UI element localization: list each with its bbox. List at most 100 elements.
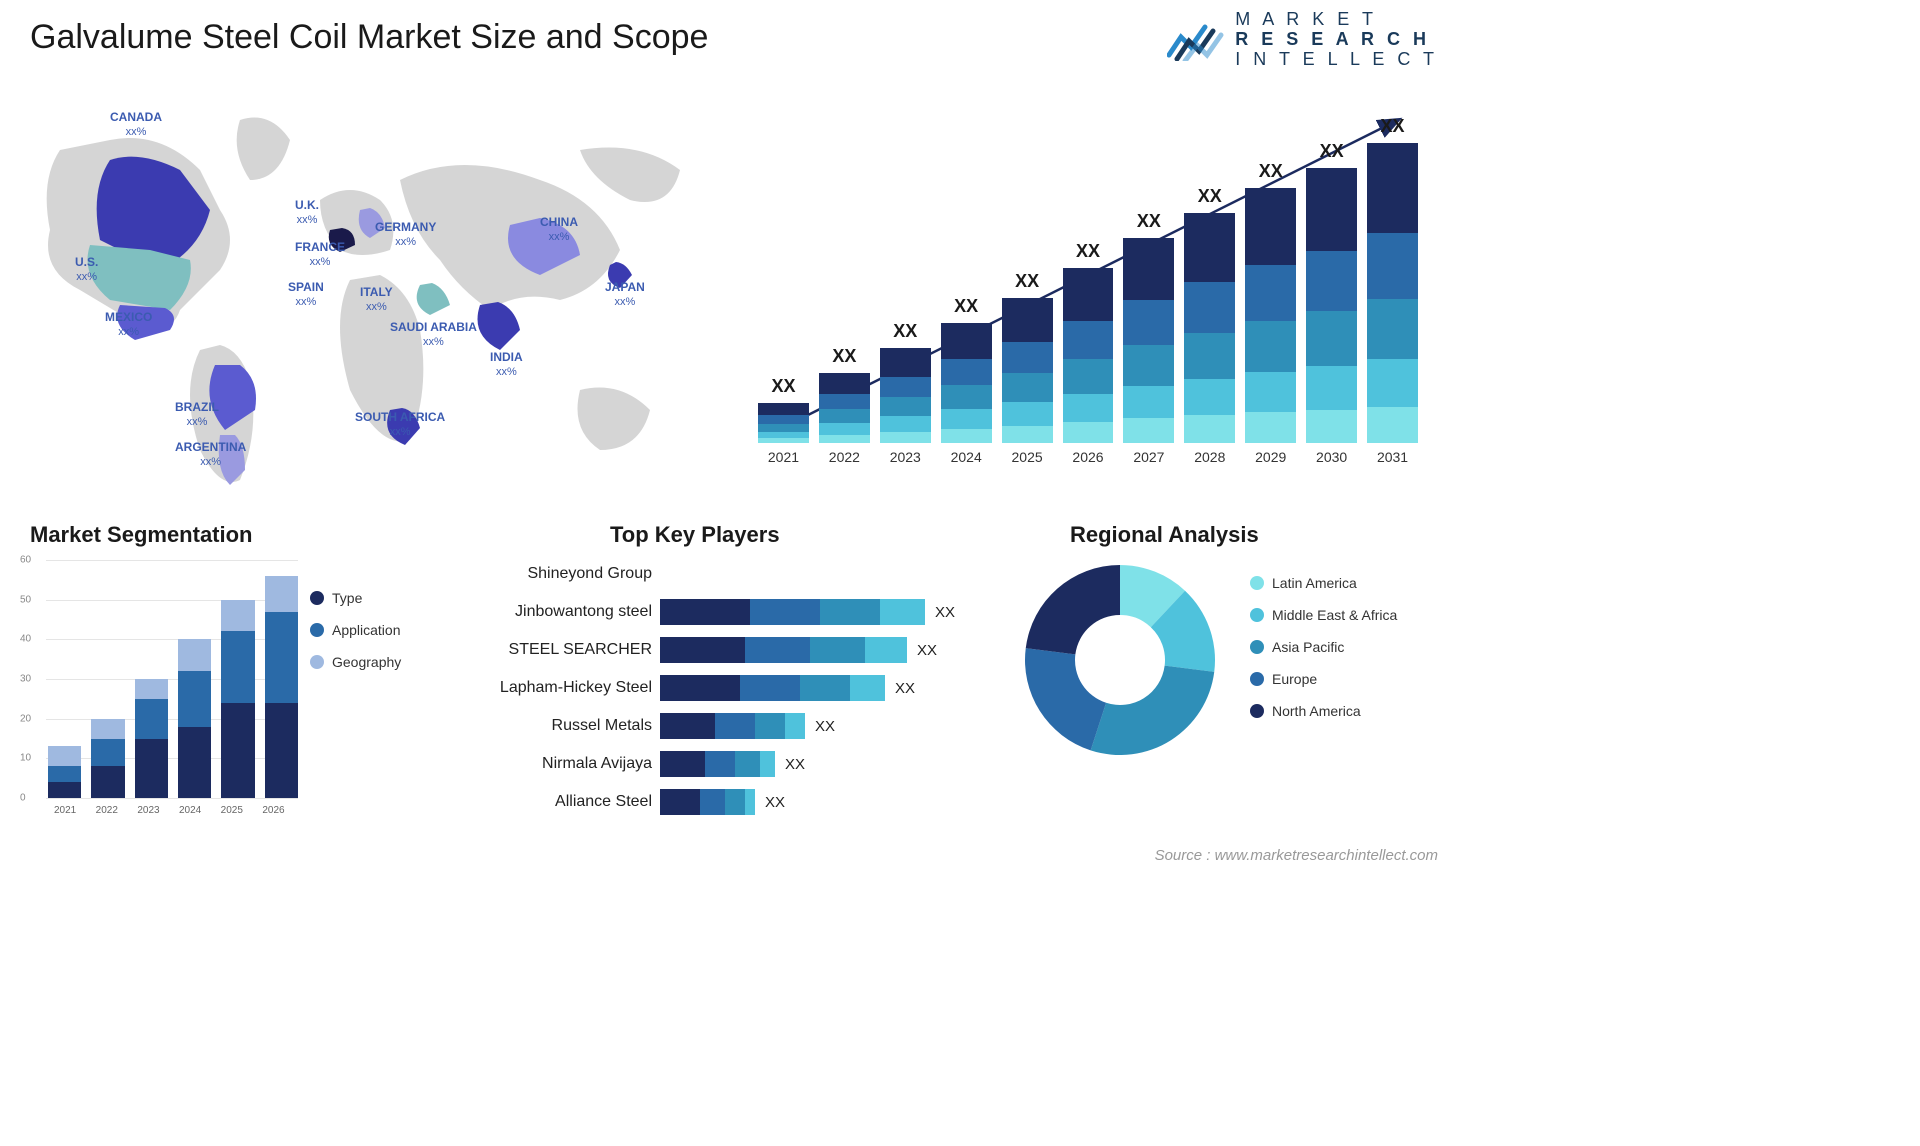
seg-legend-item: Application bbox=[310, 622, 401, 638]
map-label-brazil: BRAZILxx% bbox=[175, 400, 219, 430]
page-title: Galvalume Steel Coil Market Size and Sco… bbox=[30, 18, 708, 57]
growth-year-label: 2025 bbox=[1012, 449, 1043, 465]
growth-bar-2024: XX 2024 bbox=[941, 296, 992, 465]
player-value: XX bbox=[935, 604, 955, 621]
growth-year-label: 2030 bbox=[1316, 449, 1347, 465]
player-value: XX bbox=[785, 756, 805, 773]
player-name: Alliance Steel bbox=[480, 793, 660, 811]
seg-bar-2026 bbox=[265, 576, 298, 798]
player-name: Lapham-Hickey Steel bbox=[480, 679, 660, 697]
growth-bar-2031: XX 2031 bbox=[1367, 116, 1418, 465]
growth-bar-2030: XX 2030 bbox=[1306, 141, 1357, 465]
seg-year-label: 2024 bbox=[179, 805, 201, 816]
growth-year-label: 2029 bbox=[1255, 449, 1286, 465]
legend-dot bbox=[310, 623, 324, 637]
growth-bar-2023: XX2023 bbox=[880, 321, 931, 465]
player-name: Shineyond Group bbox=[480, 565, 660, 583]
brand-logo: M A R K E T R E S E A R C H I N T E L L … bbox=[1167, 10, 1438, 69]
map-label-japan: JAPANxx% bbox=[605, 280, 645, 310]
legend-dot bbox=[310, 591, 324, 605]
legend-dot bbox=[1250, 640, 1264, 654]
growth-bar-label: XX bbox=[1320, 141, 1344, 162]
regional-title: Regional Analysis bbox=[1070, 522, 1259, 548]
growth-bar-2028: XX 2028 bbox=[1184, 186, 1235, 465]
player-value: XX bbox=[765, 794, 785, 811]
player-name: Jinbowantong steel bbox=[480, 603, 660, 621]
seg-bar-2022 bbox=[91, 719, 124, 798]
growth-bar-label: XX bbox=[1259, 161, 1283, 182]
map-label-spain: SPAINxx% bbox=[288, 280, 324, 310]
seg-ytick: 10 bbox=[20, 753, 31, 764]
growth-bar-label: XX bbox=[1381, 116, 1405, 137]
map-label-india: INDIAxx% bbox=[490, 350, 523, 380]
map-label-germany: GERMANYxx% bbox=[375, 220, 436, 250]
seg-legend-item: Geography bbox=[310, 654, 401, 670]
regional-donut bbox=[1020, 560, 1220, 760]
player-row: Russel MetalsXX bbox=[480, 712, 980, 740]
seg-ytick: 50 bbox=[20, 594, 31, 605]
growth-year-label: 2028 bbox=[1194, 449, 1225, 465]
seg-ytick: 60 bbox=[20, 555, 31, 566]
growth-bar-label: XX bbox=[954, 296, 978, 317]
donut-slice bbox=[1025, 648, 1106, 750]
segmentation-chart: 0102030405060 202120222023202420252026 bbox=[18, 560, 298, 820]
donut-slice bbox=[1091, 666, 1215, 755]
player-name: Russel Metals bbox=[480, 717, 660, 735]
player-name: STEEL SEARCHER bbox=[480, 641, 660, 659]
map-label-argentina: ARGENTINAxx% bbox=[175, 440, 246, 470]
key-players-chart: Shineyond Group Jinbowantong steel XX STEEL… bbox=[480, 560, 980, 826]
seg-year-label: 2022 bbox=[96, 805, 118, 816]
growth-bar-label: XX bbox=[1015, 271, 1039, 292]
player-row: Lapham-Hickey Steel XX bbox=[480, 674, 980, 702]
seg-ytick: 20 bbox=[20, 713, 31, 724]
regional-legend-item: North America bbox=[1250, 703, 1397, 719]
logo-icon bbox=[1167, 19, 1227, 61]
growth-bar-2027: XX 2027 bbox=[1123, 211, 1174, 465]
seg-year-label: 2021 bbox=[54, 805, 76, 816]
growth-bar-2029: XX 2029 bbox=[1245, 161, 1296, 465]
segmentation-title: Market Segmentation bbox=[30, 522, 253, 548]
regional-legend-item: Middle East & Africa bbox=[1250, 607, 1397, 623]
map-label-saudiarabia: SAUDI ARABIAxx% bbox=[390, 320, 477, 350]
growth-bar-2025: XX 2025 bbox=[1002, 271, 1053, 465]
map-label-southafrica: SOUTH AFRICAxx% bbox=[355, 410, 445, 440]
growth-bar-label: XX bbox=[1137, 211, 1161, 232]
seg-bar-2021 bbox=[48, 746, 81, 798]
player-row: Alliance Steel XX bbox=[480, 788, 980, 816]
growth-year-label: 2027 bbox=[1133, 449, 1164, 465]
growth-bar-label: XX bbox=[1198, 186, 1222, 207]
growth-bar-label: XX bbox=[832, 346, 856, 367]
seg-year-label: 2025 bbox=[221, 805, 243, 816]
map-india bbox=[478, 302, 521, 350]
growth-year-label: 2031 bbox=[1377, 449, 1408, 465]
map-saudi bbox=[417, 283, 450, 315]
map-label-france: FRANCExx% bbox=[295, 240, 345, 270]
legend-dot bbox=[1250, 608, 1264, 622]
seg-bar-2024 bbox=[178, 639, 211, 798]
seg-ytick: 40 bbox=[20, 634, 31, 645]
legend-dot bbox=[310, 655, 324, 669]
seg-legend-item: Type bbox=[310, 590, 401, 606]
seg-bar-2023 bbox=[135, 679, 168, 798]
map-label-china: CHINAxx% bbox=[540, 215, 578, 245]
donut-slice bbox=[1026, 565, 1120, 654]
growth-bar-2026: XX2026 bbox=[1063, 241, 1114, 465]
regional-legend-item: Europe bbox=[1250, 671, 1397, 687]
player-value: XX bbox=[895, 680, 915, 697]
growth-year-label: 2022 bbox=[829, 449, 860, 465]
legend-dot bbox=[1250, 704, 1264, 718]
seg-ytick: 30 bbox=[20, 674, 31, 685]
regional-legend-item: Latin America bbox=[1250, 575, 1397, 591]
growth-year-label: 2024 bbox=[951, 449, 982, 465]
legend-dot bbox=[1250, 576, 1264, 590]
world-map: CANADAxx%U.S.xx%MEXICOxx%BRAZILxx%ARGENT… bbox=[20, 90, 700, 500]
growth-bar-label: XX bbox=[771, 376, 795, 397]
growth-bar-2021: XX2021 bbox=[758, 376, 809, 465]
player-row: Nirmala AvijayaXX bbox=[480, 750, 980, 778]
seg-bar-2025 bbox=[221, 600, 254, 798]
growth-year-label: 2026 bbox=[1072, 449, 1103, 465]
players-title: Top Key Players bbox=[610, 522, 780, 548]
segmentation-legend: Type Application Geography bbox=[310, 590, 401, 686]
player-value: XX bbox=[917, 642, 937, 659]
player-row: Jinbowantong steel XX bbox=[480, 598, 980, 626]
